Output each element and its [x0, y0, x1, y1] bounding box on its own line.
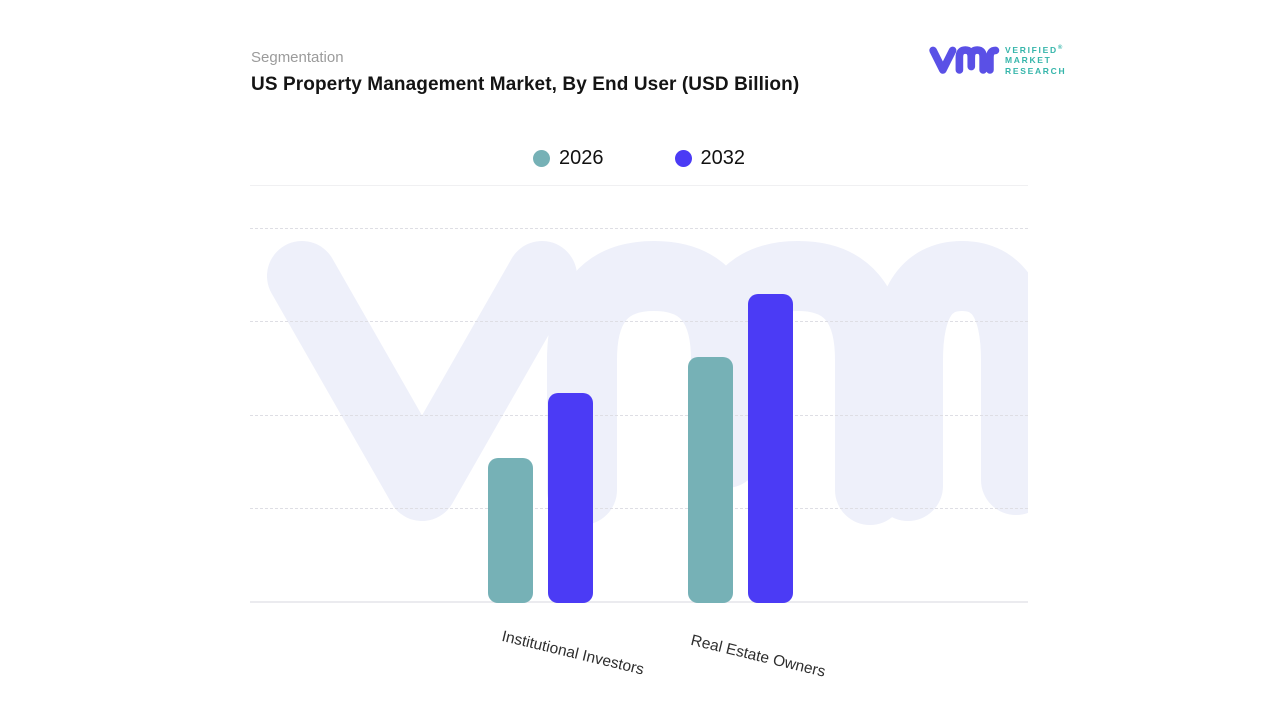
logo-line-research: RESEARCH: [1005, 66, 1067, 77]
plot-area: [250, 228, 1028, 603]
vmr-watermark-icon: [267, 241, 1028, 525]
vmr-logo-text: VERIFIED® MARKET RESEARCH: [1005, 43, 1066, 78]
x-axis-line: [250, 601, 1028, 603]
gridline-2: [250, 415, 1028, 416]
legend-swatch-2026: [533, 150, 550, 167]
vmr-logo: VERIFIED® MARKET RESEARCH: [928, 38, 1066, 82]
gridline-1: [250, 508, 1028, 509]
registered-trademark: ®: [1057, 44, 1063, 51]
legend-divider: [250, 185, 1028, 186]
chart-title: US Property Management Market, By End Us…: [251, 74, 800, 95]
legend-item-2032[interactable]: 2032: [674, 147, 746, 170]
logo-line-market: MARKET: [1005, 55, 1052, 66]
legend-swatch-2032: [674, 150, 692, 167]
bar-2032-real-estate-owners: [747, 294, 793, 603]
x-axis-label-real-estate-owners: Real Estate Owners: [689, 632, 828, 681]
bar-2026-real-estate-owners: [687, 357, 733, 603]
bar-2032-institutional-investors: [547, 393, 593, 603]
segmentation-label: Segmentation: [251, 49, 344, 66]
logo-line-verified: VERIFIED: [1005, 44, 1058, 55]
gridline-3: [250, 321, 1028, 322]
x-axis-label-institutional-investors: Institutional Investors: [500, 628, 646, 679]
vmr-logo-icon: [929, 46, 1000, 74]
gridline-4: [250, 228, 1028, 229]
chart-legend: 2026 2032: [250, 147, 1028, 170]
legend-item-2026[interactable]: 2026: [533, 147, 604, 170]
legend-label-2026: 2026: [559, 147, 604, 169]
bar-2026-institutional-investors: [487, 458, 533, 603]
legend-label-2032: 2032: [700, 147, 746, 169]
